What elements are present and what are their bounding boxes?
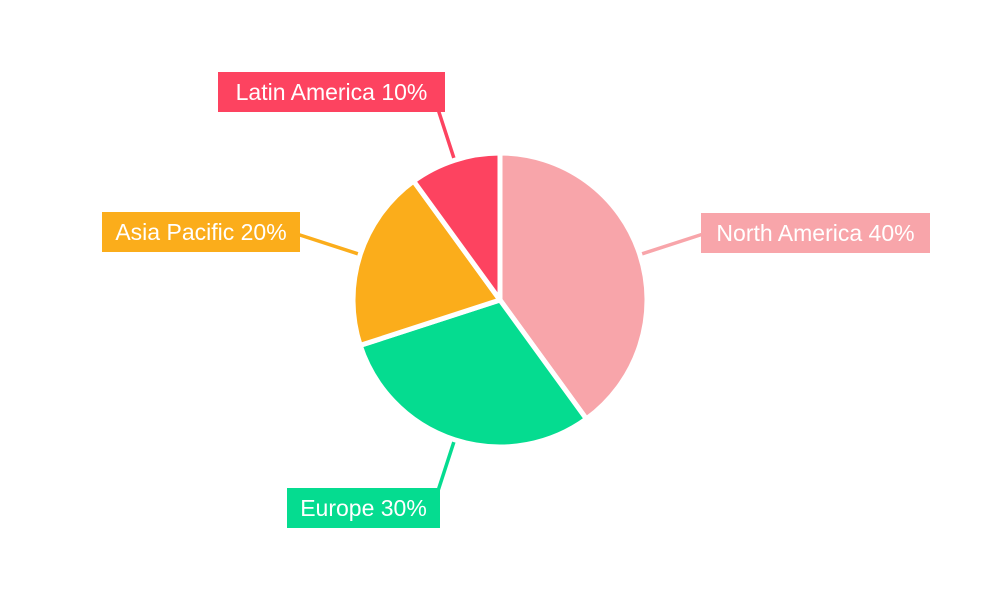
pie-slice-north-america[interactable] <box>497 150 650 422</box>
label-line-north-america <box>637 232 703 257</box>
label-line-asia-pacific <box>297 232 363 257</box>
pie-slice-europe[interactable] <box>357 297 589 450</box>
slice-label-text: North America 40% <box>716 219 915 246</box>
pie-slice-asia-pacific[interactable] <box>350 178 503 348</box>
slice-label-north-america: North America 40% <box>701 213 930 253</box>
slice-label-text: Asia Pacific 20% <box>115 218 287 245</box>
slice-label-asia-pacific: Asia Pacific 20% <box>102 212 300 252</box>
pie-slice-latin-america[interactable] <box>411 150 503 303</box>
slice-label-latin-america: Latin America 10% <box>218 72 445 112</box>
slice-label-europe: Europe 30% <box>287 488 440 528</box>
slice-label-text: Latin America 10% <box>235 78 428 105</box>
slice-label-text: Europe 30% <box>300 494 427 521</box>
